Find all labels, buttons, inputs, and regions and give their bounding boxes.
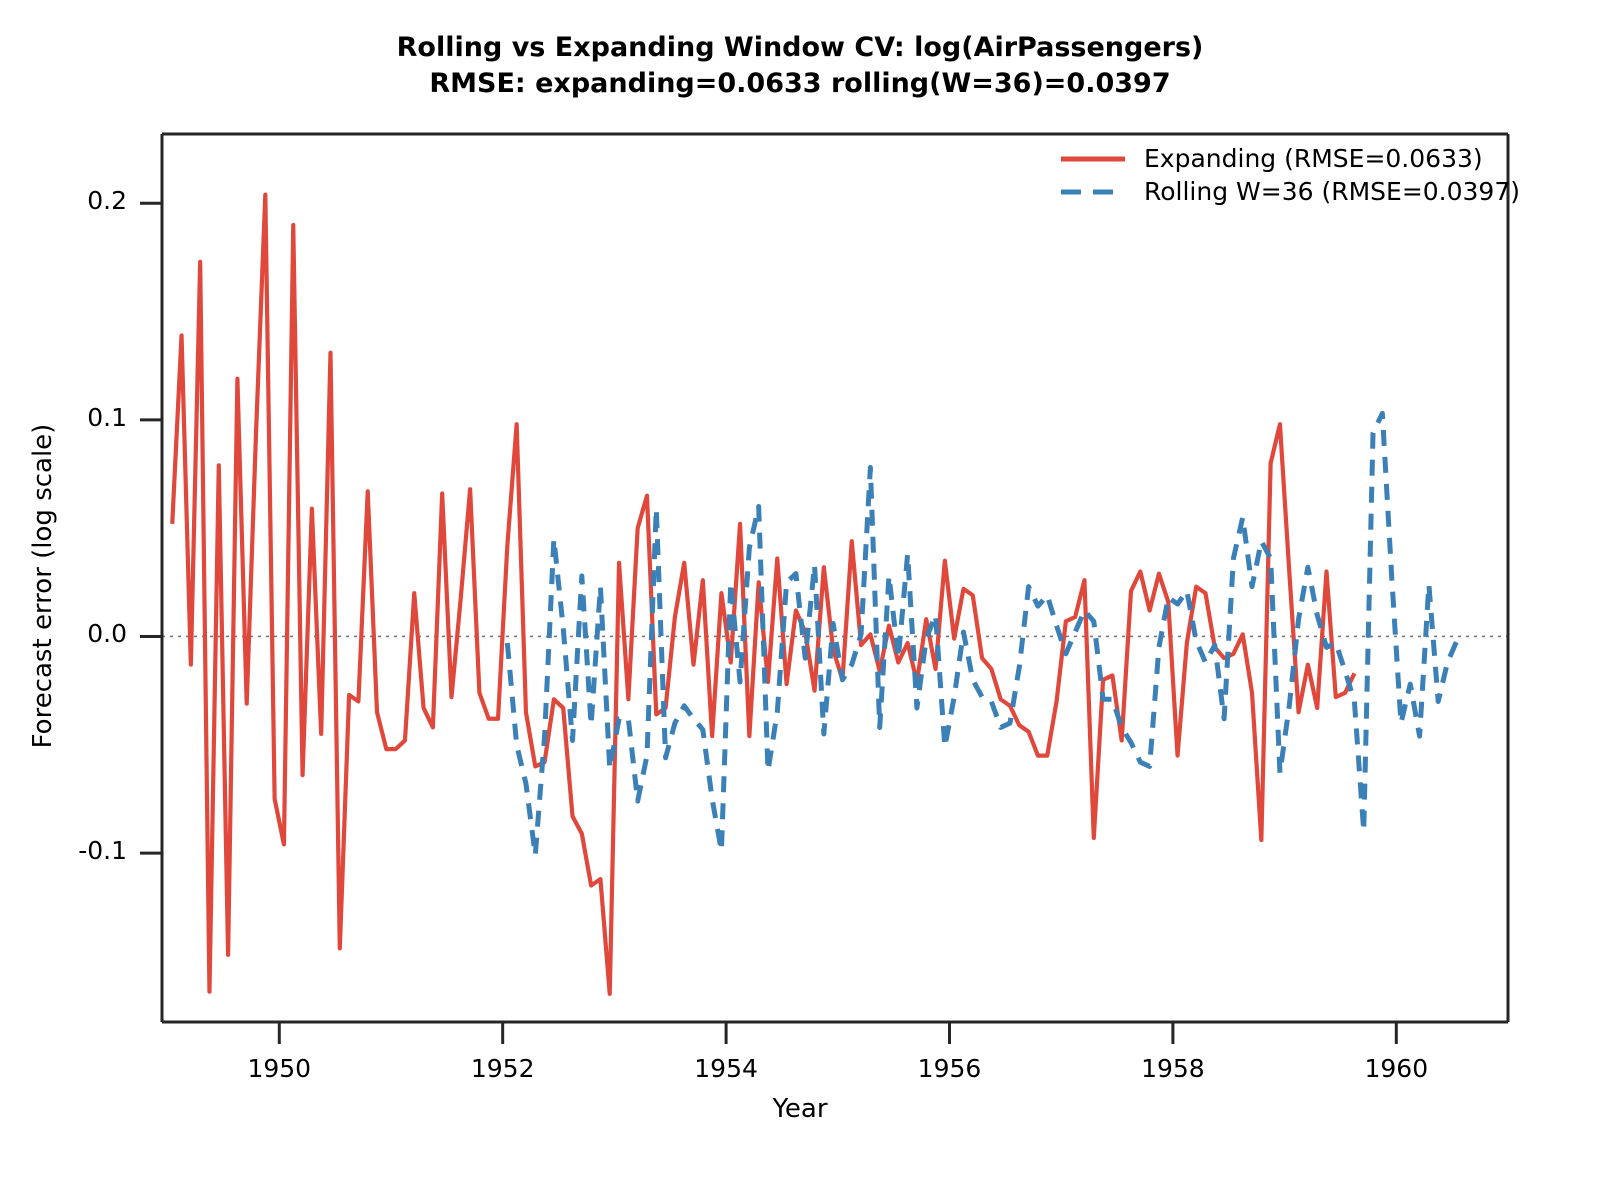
legend-label-expanding: Expanding (RMSE=0.0633) — [1144, 144, 1483, 173]
chart-legend: Expanding (RMSE=0.0633) Rolling W=36 (RM… — [1060, 142, 1520, 208]
legend-swatch-rolling — [1061, 189, 1125, 194]
x-tick-label: 1952 — [470, 1054, 535, 1083]
x-tick-label: 1950 — [247, 1054, 312, 1083]
series-line-expanding — [170, 192, 1357, 996]
legend-label-rolling: Rolling W=36 (RMSE=0.0397) — [1144, 177, 1521, 206]
y-tick-label: 0.2 — [87, 186, 127, 216]
y-tick-label: 0.0 — [87, 619, 127, 649]
x-tick-label: 1954 — [694, 1054, 758, 1083]
x-tick-label: 1960 — [1364, 1054, 1429, 1083]
x-tick-label: 1958 — [1141, 1054, 1205, 1083]
legend-item-expanding[interactable]: Expanding (RMSE=0.0633) — [1060, 142, 1506, 175]
x-axis-label: Year — [772, 1094, 828, 1124]
y-axis-label: Forecast error (log scale) — [28, 423, 58, 749]
series-line-rolling — [504, 410, 1460, 858]
plot-area — [162, 134, 1508, 1022]
x-tick-label: 1956 — [917, 1054, 982, 1083]
legend-item-rolling[interactable]: Rolling W=36 (RMSE=0.0397) — [1060, 175, 1520, 208]
y-tick-label: 0.1 — [87, 402, 127, 432]
y-tick-label: -0.1 — [78, 836, 127, 866]
legend-swatch-expanding — [1061, 156, 1125, 161]
chart-title: Rolling vs Expanding Window CV: log(AirP… — [396, 32, 1204, 100]
series-canvas — [162, 192, 1508, 996]
